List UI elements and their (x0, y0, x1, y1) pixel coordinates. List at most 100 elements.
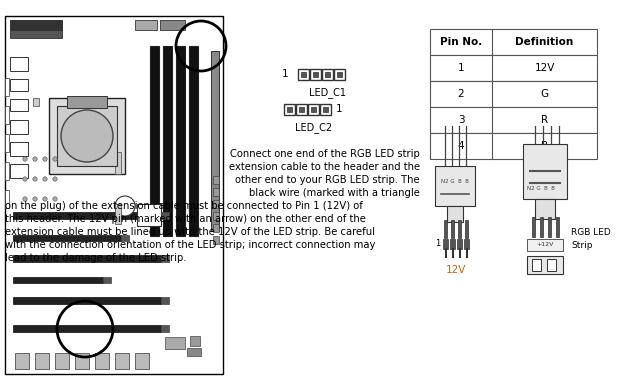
Bar (458, 220, 461, 238)
Bar (189, 46, 198, 236)
Circle shape (43, 177, 47, 181)
Bar (527, 256, 563, 274)
Bar (13, 235, 121, 241)
Text: this header. The 12V pin (marked with an arrow) on the other end of the: this header. The 12V pin (marked with an… (5, 214, 366, 224)
Bar (213, 200, 219, 208)
Bar (161, 325, 169, 332)
Bar (523, 144, 567, 199)
Bar (435, 166, 475, 206)
Bar (337, 71, 342, 76)
Bar (299, 106, 304, 111)
Text: 1: 1 (281, 69, 288, 79)
Text: 1: 1 (435, 240, 440, 248)
Circle shape (33, 197, 37, 201)
Circle shape (53, 197, 57, 201)
Text: N2 G  B  B: N2 G B B (527, 186, 555, 191)
Bar (5, 16, 223, 374)
Circle shape (61, 110, 113, 162)
Bar (450, 220, 453, 238)
Circle shape (23, 197, 27, 201)
Bar (150, 46, 159, 236)
Circle shape (23, 177, 27, 181)
Bar (532, 217, 535, 237)
Text: B: B (541, 141, 548, 151)
Bar (161, 297, 169, 304)
Bar (55, 353, 69, 369)
Bar (527, 239, 563, 251)
Bar (187, 348, 201, 356)
Bar (5, 190, 9, 208)
Bar (213, 176, 219, 184)
Bar (13, 277, 103, 283)
Bar (540, 217, 543, 237)
Bar (10, 79, 28, 91)
Circle shape (23, 157, 27, 161)
Bar (190, 336, 200, 346)
Circle shape (33, 157, 37, 161)
Text: black wire (marked with a triangle: black wire (marked with a triangle (249, 188, 420, 198)
Bar (430, 107, 597, 133)
Bar (5, 106, 9, 124)
Bar (310, 68, 321, 79)
Bar (213, 188, 219, 196)
Bar (443, 239, 448, 249)
Bar (49, 98, 125, 174)
Text: 2: 2 (458, 89, 465, 99)
Bar (161, 255, 169, 262)
Text: with the connection orientation of the LED strip; incorrect connection may: with the connection orientation of the L… (5, 240, 375, 250)
Bar (13, 212, 161, 219)
Bar (115, 152, 121, 174)
Bar (33, 98, 39, 106)
Bar (430, 81, 597, 107)
Text: extension cable to the header and the: extension cable to the header and the (229, 162, 420, 172)
Bar (10, 164, 28, 178)
Bar (547, 259, 556, 271)
Bar (160, 20, 185, 30)
Bar (325, 71, 330, 76)
Bar (5, 162, 9, 180)
Bar (301, 71, 306, 76)
Text: 4: 4 (458, 141, 465, 151)
Bar (287, 106, 292, 111)
Text: 12V: 12V (446, 265, 466, 275)
Bar (13, 255, 161, 262)
Bar (213, 236, 219, 244)
Bar (115, 353, 129, 369)
Bar (430, 133, 597, 159)
Bar (5, 134, 9, 152)
Bar (296, 104, 307, 114)
Bar (308, 104, 319, 114)
Bar (457, 239, 462, 249)
Bar (121, 235, 129, 241)
Bar (176, 46, 185, 236)
Bar (430, 55, 597, 81)
Bar (298, 68, 309, 79)
Bar (450, 239, 455, 249)
Bar (313, 71, 318, 76)
Text: G: G (540, 89, 548, 99)
Bar (35, 353, 49, 369)
Circle shape (33, 177, 37, 181)
Text: other end to your RGB LED strip. The: other end to your RGB LED strip. The (235, 175, 420, 185)
Bar (213, 212, 219, 220)
Text: Connect one end of the RGB LED strip: Connect one end of the RGB LED strip (230, 149, 420, 159)
Bar (322, 68, 333, 79)
Bar (10, 30, 62, 38)
Circle shape (53, 177, 57, 181)
Bar (57, 106, 117, 166)
Bar (211, 51, 219, 231)
Bar (10, 120, 28, 134)
Bar (10, 20, 62, 30)
Bar (10, 99, 28, 111)
Text: extension cable must be lined up with the 12V of the LED strip. Be careful: extension cable must be lined up with th… (5, 227, 375, 237)
Bar (103, 277, 111, 283)
Text: Definition: Definition (515, 37, 574, 47)
Bar (464, 239, 469, 249)
Bar (556, 217, 558, 237)
Bar (5, 78, 9, 96)
Text: N2 G  B  B: N2 G B B (441, 179, 469, 184)
Bar (532, 259, 541, 271)
Text: +12V: +12V (537, 243, 554, 248)
Circle shape (53, 157, 57, 161)
Text: on the plug) of the extension cable must be connected to Pin 1 (12V) of: on the plug) of the extension cable must… (5, 201, 363, 211)
